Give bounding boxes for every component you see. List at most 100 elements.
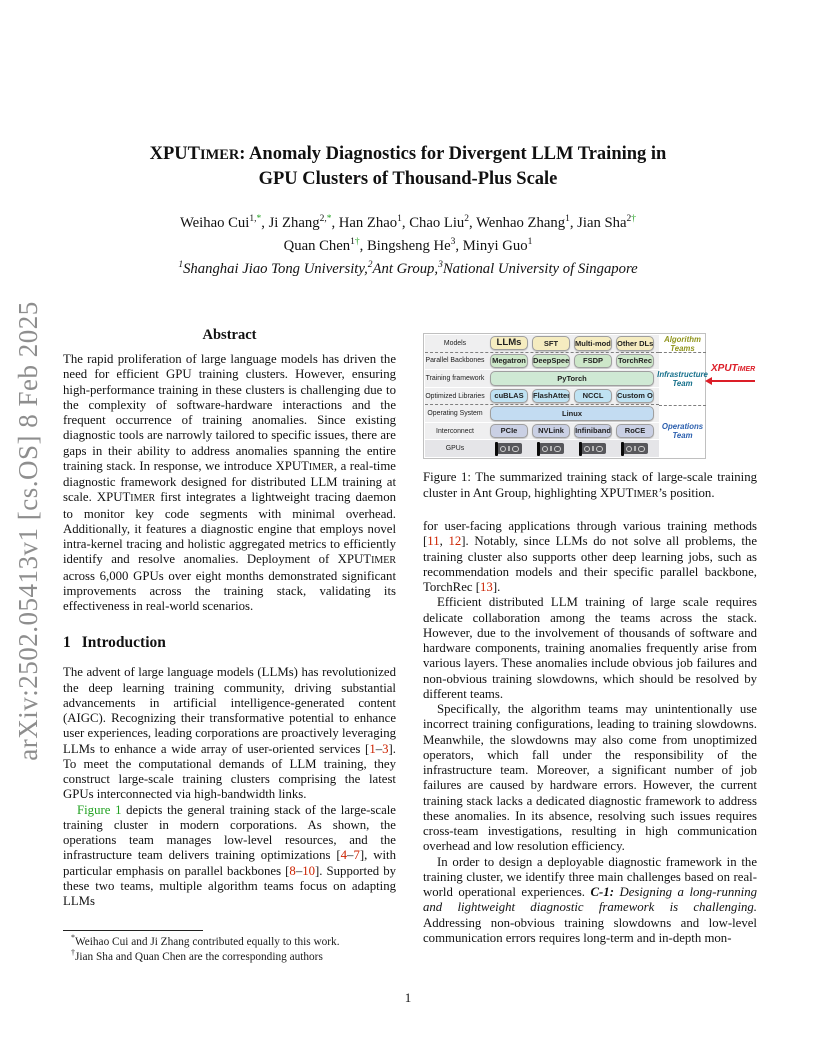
gpu-fan-icon bbox=[583, 445, 590, 452]
citation-link[interactable]: 13 bbox=[480, 580, 493, 594]
gpu-chip-divider bbox=[634, 446, 636, 452]
text-segment: Figure 1: The summarized training stack … bbox=[423, 470, 757, 500]
text-segment: The advent of large language models (LLM… bbox=[63, 665, 396, 756]
gpu-slot bbox=[488, 441, 530, 456]
affiliation-number: 1 bbox=[565, 214, 570, 225]
footnote-mark-link[interactable]: * bbox=[326, 214, 332, 225]
team-label: Operations Team bbox=[659, 406, 706, 457]
paper-header: XPUTIMER: Anomaly Diagnostics for Diverg… bbox=[0, 143, 816, 281]
text-segment: across 6,000 GPUs over eight months demo… bbox=[63, 568, 396, 614]
footnote-mark: * bbox=[71, 933, 75, 943]
gpu-chip-divider bbox=[508, 446, 510, 452]
stack-box: FlashAttention bbox=[532, 388, 570, 404]
citation-link[interactable]: 12 bbox=[448, 534, 462, 549]
footnote: *Weihao Cui and Ji Zhang contributed equ… bbox=[63, 933, 396, 950]
text-segment: – bbox=[375, 741, 383, 756]
text-segment: XPUT bbox=[337, 552, 372, 567]
text-segment: first integrates a lightweight tracing d… bbox=[63, 490, 396, 567]
citation-link[interactable]: 3 bbox=[382, 741, 389, 756]
figure-row-content: LLMs SFT Multi-modal Other DLs bbox=[485, 336, 659, 351]
right-paragraph-4: In order to design a deployable diagnost… bbox=[423, 855, 757, 947]
citation-link[interactable]: 10 bbox=[302, 863, 316, 878]
right-paragraph-2: Efficient distributed LLM training of la… bbox=[423, 595, 757, 702]
team-label-line: Operations bbox=[661, 422, 704, 432]
intro-paragraph-1: The advent of large language models (LLM… bbox=[63, 665, 396, 802]
gpu-icon bbox=[536, 441, 564, 456]
author-superscript: 2† bbox=[627, 214, 637, 224]
text-segment: XPUT bbox=[96, 490, 131, 505]
text-segment: for user-facing applications through var… bbox=[423, 519, 757, 549]
citation-link[interactable]: 8 bbox=[289, 863, 296, 878]
team-label-line: Algorithm bbox=[664, 334, 701, 344]
text-segment: Efficient distributed LLM training of la… bbox=[423, 595, 757, 701]
affiliation-number: 1 bbox=[178, 260, 184, 271]
citation-link[interactable]: 11 bbox=[427, 534, 440, 549]
author-separator: , bbox=[359, 238, 367, 254]
section-title: Introduction bbox=[81, 634, 166, 652]
text-segment: IMER bbox=[371, 555, 396, 567]
footnote-mark-link[interactable]: † bbox=[631, 214, 637, 225]
footnote-mark-link[interactable]: † bbox=[354, 237, 360, 248]
figure-reference-link[interactable]: Figure 1 bbox=[77, 802, 122, 817]
author-separator: , bbox=[469, 215, 477, 231]
right-column: Models LLMs SFT Multi-modal Other DLs Paralle… bbox=[423, 333, 757, 946]
figure-row-content: PCIe NVLink Infiniband RoCE bbox=[485, 423, 659, 439]
abstract-heading: Abstract bbox=[202, 327, 257, 343]
author-superscript: 3 bbox=[451, 237, 456, 247]
affiliation-number: 3 bbox=[450, 237, 456, 248]
author-name: Weihao Cui bbox=[179, 215, 250, 231]
figure-row: Optimized LibrariescuBLASFlashAttentionN… bbox=[425, 387, 659, 406]
figure-row: Interconnect PCIe NVLink Infiniband RoCE bbox=[425, 422, 659, 441]
gpu-fan-icon bbox=[541, 445, 548, 452]
author-name: Han Zhao bbox=[338, 215, 398, 231]
author-superscript: 1 bbox=[528, 237, 533, 247]
team-label-line: Team bbox=[672, 431, 693, 441]
affiliation-name: Ant Group, bbox=[372, 261, 439, 277]
xputimer-prefix: XPUT bbox=[711, 363, 738, 374]
figure-1: Models LLMs SFT Multi-modal Other DLs Paralle… bbox=[423, 333, 757, 461]
gpu-fan-icon bbox=[625, 445, 632, 452]
citation-link[interactable]: 7 bbox=[353, 848, 360, 863]
section-1-heading: 1 Introduction bbox=[63, 634, 396, 652]
author-separator: , bbox=[455, 238, 463, 254]
text-segment: IMER bbox=[308, 461, 334, 473]
gpu-icon bbox=[494, 441, 522, 456]
team-label-line: Teams bbox=[670, 343, 695, 353]
text-segment: C-1: bbox=[590, 885, 614, 899]
affiliation-number: 1 bbox=[527, 237, 533, 248]
author-block: Weihao Cui1,*, Ji Zhang2,*, Han Zhao1, C… bbox=[0, 212, 816, 281]
stack-box: Linux bbox=[490, 406, 654, 421]
text-segment: ]. Supported by these two teams, multipl… bbox=[63, 863, 397, 909]
footnote-mark-link[interactable]: * bbox=[256, 214, 262, 225]
team-label-line: Team bbox=[672, 378, 693, 388]
training-stack-diagram: Models LLMs SFT Multi-modal Other DLs Paralle… bbox=[423, 333, 708, 459]
text-segment: Addressing non-obvious training slowdown… bbox=[423, 915, 757, 945]
footnote-mark: † bbox=[71, 947, 75, 957]
xputimer-label: XPUTIMER bbox=[711, 363, 755, 374]
citation-link[interactable]: 1 bbox=[369, 741, 376, 756]
figure-1-caption: Figure 1: The summarized training stack … bbox=[423, 470, 757, 502]
text-segment: XPUT bbox=[600, 485, 634, 500]
stack-box: NCCL bbox=[574, 388, 612, 404]
figure-row-label: Parallel Backbones bbox=[425, 357, 485, 365]
author-superscript: 1 bbox=[565, 214, 570, 224]
gpu-chip-divider bbox=[592, 446, 594, 452]
gpu-icon bbox=[578, 441, 606, 456]
text-segment: The rapid proliferation of large languag… bbox=[63, 352, 396, 473]
text-segment: ]. To meet the computational demands of … bbox=[63, 741, 396, 802]
stack-box: TorchRec bbox=[616, 353, 654, 369]
affiliation-number: 2 bbox=[626, 214, 632, 225]
citation-link[interactable]: 4 bbox=[340, 848, 348, 863]
gpu-fan-icon bbox=[554, 445, 561, 452]
authors-line1: Weihao Cui1,*, Ji Zhang2,*, Han Zhao1, C… bbox=[0, 212, 816, 235]
author-separator: , bbox=[569, 215, 578, 231]
affiliation-number: 1, bbox=[249, 214, 257, 225]
text-segment: XPUT bbox=[275, 458, 309, 473]
figure-row: GPUs bbox=[425, 440, 659, 458]
left-column: Abstract The rapid proliferation of larg… bbox=[63, 327, 396, 909]
affiliation-number: 2 bbox=[464, 214, 470, 225]
figure-row-label: Models bbox=[443, 339, 467, 347]
figure-row-label: GPUs bbox=[445, 445, 465, 453]
author-name: Bingsheng He bbox=[366, 238, 451, 254]
